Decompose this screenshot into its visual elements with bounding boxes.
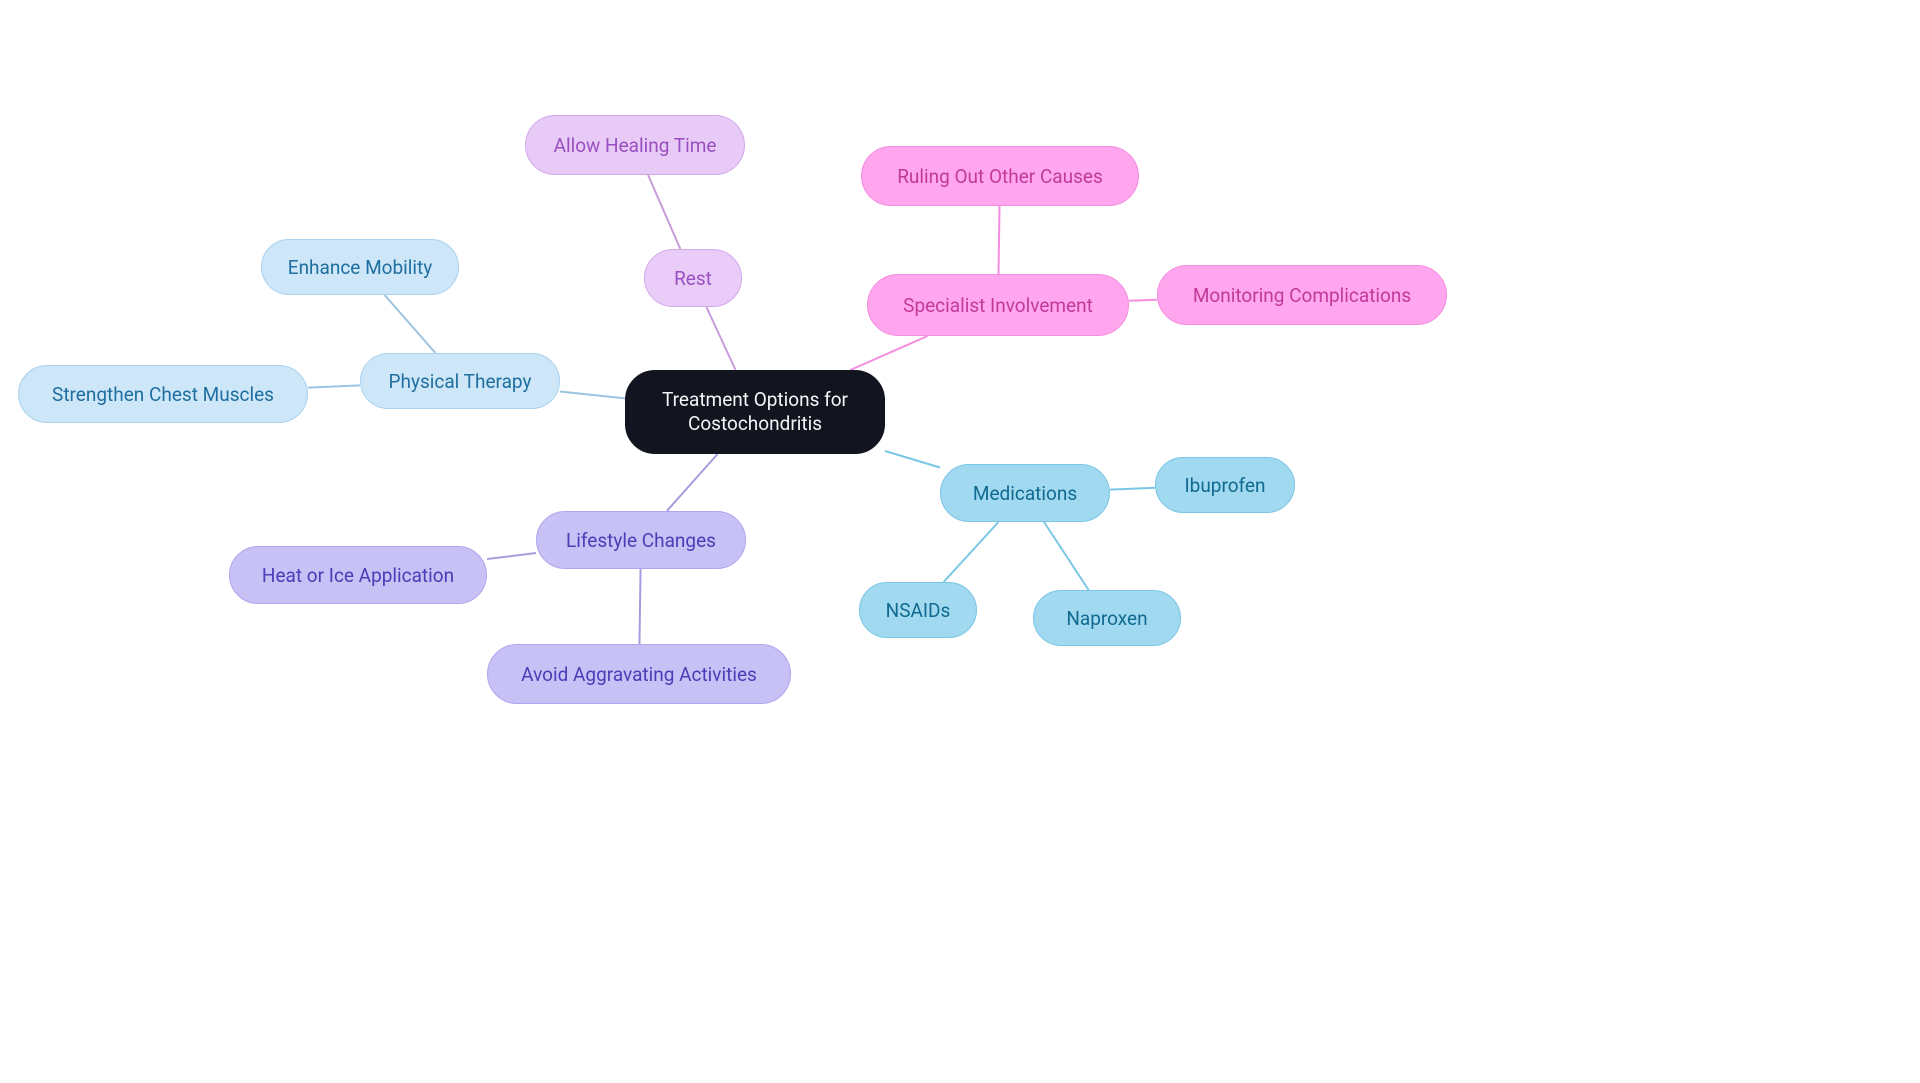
node-heat-ice: Heat or Ice Application: [229, 546, 487, 604]
edge: [850, 336, 927, 370]
node-nsaids: NSAIDs: [859, 582, 977, 638]
edge: [639, 569, 640, 644]
node-avoid: Avoid Aggravating Activities: [487, 644, 791, 704]
edge: [944, 522, 999, 582]
node-medications: Medications: [940, 464, 1110, 522]
edge: [308, 385, 360, 387]
edge: [1044, 522, 1089, 590]
node-allow-healing: Allow Healing Time: [525, 115, 745, 175]
edge: [1110, 488, 1155, 490]
node-strengthen: Strengthen Chest Muscles: [18, 365, 308, 423]
edge: [998, 206, 999, 274]
edge: [667, 454, 718, 511]
node-rest: Rest: [644, 249, 742, 307]
node-ruling-out: Ruling Out Other Causes: [861, 146, 1139, 206]
edge: [706, 307, 735, 370]
edge: [560, 392, 625, 399]
node-naproxen: Naproxen: [1033, 590, 1181, 646]
node-lifestyle: Lifestyle Changes: [536, 511, 746, 569]
node-enhance-mobility: Enhance Mobility: [261, 239, 459, 295]
node-specialist: Specialist Involvement: [867, 274, 1129, 336]
edge: [385, 295, 436, 353]
edge: [487, 553, 536, 559]
node-ibuprofen: Ibuprofen: [1155, 457, 1295, 513]
node-physical-therapy: Physical Therapy: [360, 353, 560, 409]
edge: [648, 175, 680, 249]
mindmap-canvas: Treatment Options for Costochondritis Res…: [0, 0, 1920, 1083]
edge: [885, 451, 940, 468]
edge: [1129, 300, 1157, 301]
node-center: Treatment Options for Costochondritis: [625, 370, 885, 454]
node-monitoring: Monitoring Complications: [1157, 265, 1447, 325]
